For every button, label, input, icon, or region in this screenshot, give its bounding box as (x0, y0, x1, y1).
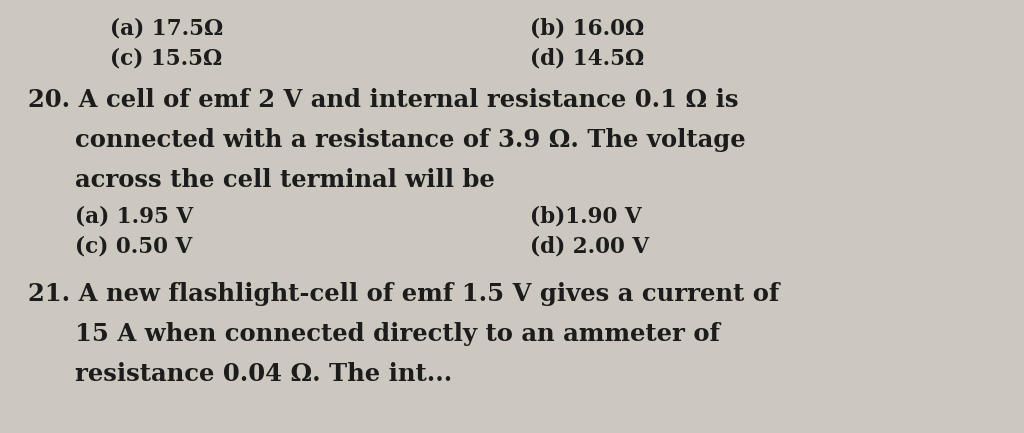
Text: across the cell terminal will be: across the cell terminal will be (75, 168, 495, 192)
Text: (d) 14.5Ω: (d) 14.5Ω (530, 48, 644, 70)
Text: 21. A new flashlight-cell of emf 1.5 V gives a current of: 21. A new flashlight-cell of emf 1.5 V g… (28, 282, 779, 306)
Text: 15 A when connected directly to an ammeter of: 15 A when connected directly to an ammet… (75, 322, 720, 346)
Text: connected with a resistance of 3.9 Ω. The voltage: connected with a resistance of 3.9 Ω. Th… (75, 128, 745, 152)
Text: (c) 0.50 V: (c) 0.50 V (75, 236, 193, 258)
Text: (d) 2.00 V: (d) 2.00 V (530, 236, 649, 258)
Text: (c) 15.5Ω: (c) 15.5Ω (110, 48, 222, 70)
Text: (a) 17.5Ω: (a) 17.5Ω (110, 18, 223, 40)
Text: (a) 1.95 V: (a) 1.95 V (75, 206, 194, 228)
Text: (b) 16.0Ω: (b) 16.0Ω (530, 18, 644, 40)
Text: (b)1.90 V: (b)1.90 V (530, 206, 642, 228)
Text: resistance 0.04 Ω. The int...: resistance 0.04 Ω. The int... (75, 362, 453, 386)
Text: 20. A cell of emf 2 V and internal resistance 0.1 Ω is: 20. A cell of emf 2 V and internal resis… (28, 88, 738, 112)
